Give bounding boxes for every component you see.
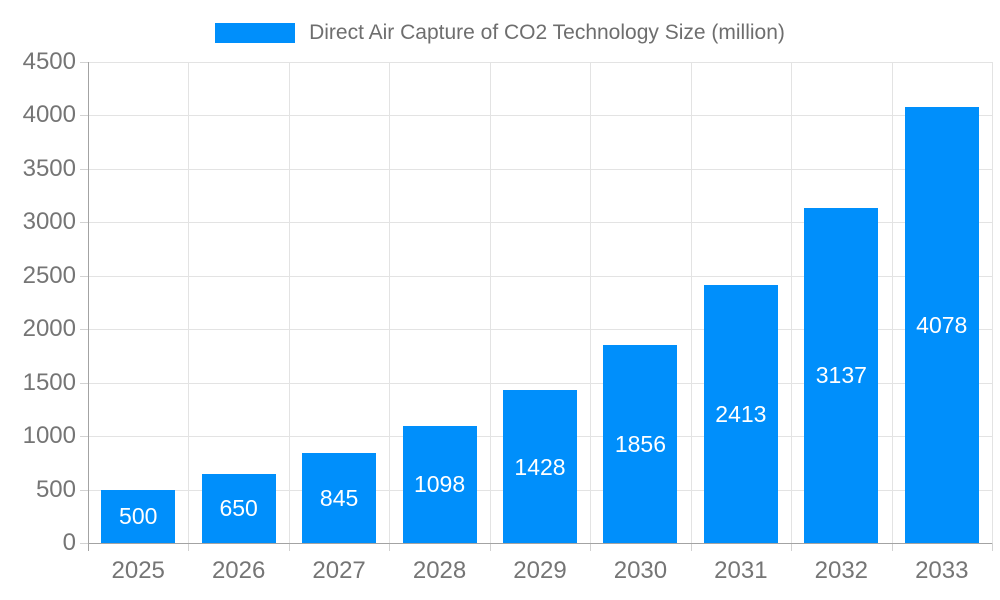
bar-2030 [603, 344, 678, 543]
x-axis-label: 2027 [312, 557, 366, 584]
gridline-horizontal [88, 382, 992, 384]
y-axis-label: 2000 [22, 315, 76, 343]
bar-2028 [402, 425, 477, 543]
bar-value-label: 500 [119, 503, 158, 530]
gridline-vertical [288, 62, 290, 543]
gridline-vertical [389, 62, 391, 543]
bar-2026 [201, 473, 276, 543]
y-axis-tick [80, 382, 88, 384]
gridline-horizontal [88, 275, 992, 277]
bar-value-label: 4078 [916, 312, 968, 339]
y-axis-tick [80, 436, 88, 438]
x-axis-tick [690, 543, 692, 551]
x-axis-label: 2032 [814, 557, 869, 584]
y-axis-tick [80, 115, 88, 117]
y-axis-label: 3500 [22, 154, 76, 182]
x-axis-tick [891, 543, 893, 551]
gridline-horizontal [88, 115, 992, 117]
y-axis-label: 4000 [22, 101, 76, 129]
bar-value-label: 845 [319, 484, 359, 511]
x-axis-label: 2030 [613, 557, 668, 584]
y-axis-label: 0 [62, 529, 76, 556]
y-axis-tick [80, 489, 88, 491]
y-axis-line [88, 62, 89, 551]
x-axis-tick [288, 543, 290, 551]
x-axis-label: 2028 [412, 557, 467, 584]
y-axis-tick [80, 222, 88, 224]
gridline-vertical [690, 62, 692, 543]
legend-swatch [215, 23, 296, 43]
bar-value-label: 1856 [614, 430, 667, 457]
gridline-horizontal [88, 62, 992, 63]
y-axis-tick [80, 543, 88, 544]
bar-value-label: 3137 [815, 362, 867, 389]
gridline-horizontal [88, 329, 992, 331]
chart-title: Direct Air Capture of CO2 Technology Siz… [309, 21, 785, 44]
x-axis-tick [992, 543, 993, 551]
y-axis-label: 1000 [22, 422, 76, 450]
y-axis-tick [80, 62, 88, 63]
x-axis-label: 2029 [513, 557, 567, 584]
bar-2027 [302, 452, 377, 543]
x-axis-line [88, 543, 992, 544]
bar-value-label: 1428 [514, 453, 566, 480]
gridline-horizontal [88, 222, 992, 224]
x-axis-label: 2026 [211, 557, 266, 584]
bar-2025 [101, 489, 176, 543]
bar-2033 [904, 107, 979, 543]
y-axis-label: 3000 [22, 208, 76, 236]
x-axis-label: 2033 [915, 557, 969, 584]
gridline-horizontal [88, 168, 992, 170]
chart-legend: Direct Air Capture of CO2 Technology Siz… [0, 21, 1000, 45]
bar-2032 [804, 207, 879, 543]
x-axis-tick [489, 543, 491, 551]
gridline-vertical [489, 62, 491, 543]
x-axis-tick [791, 543, 793, 551]
gridline-vertical [590, 62, 592, 543]
x-axis-tick [590, 543, 592, 551]
x-axis-label: 2031 [714, 557, 768, 584]
bar-value-label: 1098 [413, 471, 466, 498]
bar-value-label: 2413 [715, 401, 767, 428]
bar-value-label: 650 [219, 495, 258, 522]
y-axis-tick [80, 329, 88, 331]
y-axis-label: 500 [35, 475, 76, 503]
gridline-vertical [791, 62, 793, 543]
x-axis-label: 2025 [111, 557, 165, 584]
gridline-vertical [188, 62, 190, 543]
x-axis-tick [188, 543, 190, 551]
bar-2029 [503, 390, 577, 543]
y-axis-tick [80, 275, 88, 277]
y-axis-label: 2500 [22, 261, 76, 289]
gridline-vertical [992, 62, 993, 543]
y-axis-tick [80, 168, 88, 170]
x-axis-tick [389, 543, 391, 551]
gridline-vertical [891, 62, 893, 543]
y-axis-label: 1500 [22, 368, 76, 396]
bar-2031 [703, 285, 778, 543]
y-axis-label: 4500 [22, 48, 76, 75]
